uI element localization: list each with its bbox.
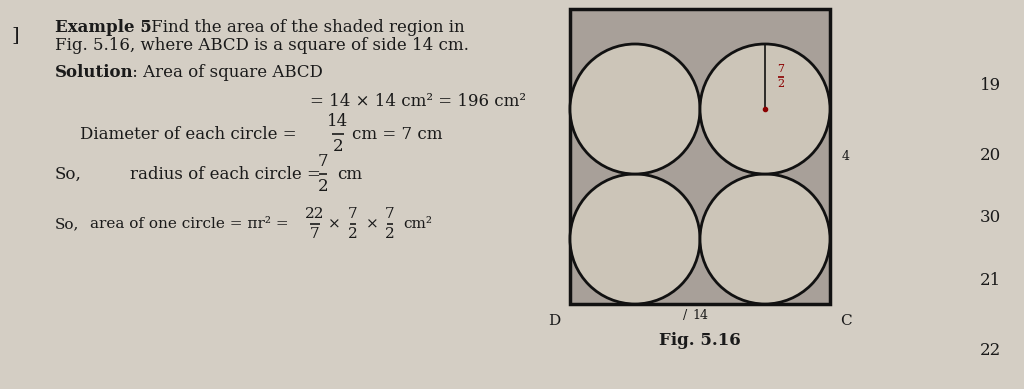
Circle shape bbox=[570, 44, 700, 174]
Text: Example 5: Example 5 bbox=[55, 19, 152, 36]
Text: = 14 × 14 cm² = 196 cm²: = 14 × 14 cm² = 196 cm² bbox=[310, 93, 526, 110]
Text: C: C bbox=[840, 314, 852, 328]
Text: ]: ] bbox=[11, 26, 18, 44]
Circle shape bbox=[700, 44, 830, 174]
Text: cm: cm bbox=[337, 165, 362, 182]
Text: 2: 2 bbox=[333, 138, 343, 155]
Text: radius of each circle =: radius of each circle = bbox=[130, 165, 326, 182]
Text: area of one circle = πr² =: area of one circle = πr² = bbox=[90, 217, 294, 231]
Bar bbox=[570, 9, 830, 304]
Text: 7: 7 bbox=[310, 227, 319, 241]
Text: Fig. 5.16, where ABCD is a square of side 14 cm.: Fig. 5.16, where ABCD is a square of sid… bbox=[55, 37, 469, 54]
Text: 14: 14 bbox=[692, 309, 708, 322]
Text: 22: 22 bbox=[979, 342, 1000, 359]
Text: Diameter of each circle =: Diameter of each circle = bbox=[80, 126, 302, 142]
Text: 20: 20 bbox=[979, 147, 1000, 164]
Text: So,: So, bbox=[55, 217, 80, 231]
Text: 2: 2 bbox=[385, 227, 395, 241]
Text: So,: So, bbox=[55, 165, 82, 182]
Text: cm²: cm² bbox=[403, 217, 432, 231]
Text: cm = 7 cm: cm = 7 cm bbox=[352, 126, 442, 142]
Circle shape bbox=[700, 174, 830, 304]
Text: 19: 19 bbox=[979, 77, 1000, 94]
Text: Fig. 5.16: Fig. 5.16 bbox=[659, 332, 741, 349]
Text: D: D bbox=[548, 314, 560, 328]
Text: 21: 21 bbox=[979, 272, 1000, 289]
Text: ×: × bbox=[366, 217, 379, 231]
Text: 30: 30 bbox=[979, 209, 1000, 226]
Circle shape bbox=[570, 174, 700, 304]
Text: 2: 2 bbox=[348, 227, 357, 241]
Text: 4: 4 bbox=[842, 150, 850, 163]
Text: 7: 7 bbox=[385, 207, 395, 221]
Text: 22: 22 bbox=[305, 207, 325, 221]
Text: 7: 7 bbox=[348, 207, 357, 221]
Text: 7: 7 bbox=[317, 153, 329, 170]
Text: ×: × bbox=[328, 217, 341, 231]
Text: 7: 7 bbox=[777, 64, 784, 74]
Text: /: / bbox=[683, 309, 687, 322]
Text: : Find the area of the shaded region in: : Find the area of the shaded region in bbox=[135, 19, 465, 36]
Text: 2: 2 bbox=[777, 79, 784, 89]
Text: Solution: Solution bbox=[55, 64, 133, 81]
Text: : Area of square ABCD: : Area of square ABCD bbox=[127, 64, 323, 81]
Text: 14: 14 bbox=[328, 113, 348, 130]
Text: 2: 2 bbox=[317, 178, 329, 194]
